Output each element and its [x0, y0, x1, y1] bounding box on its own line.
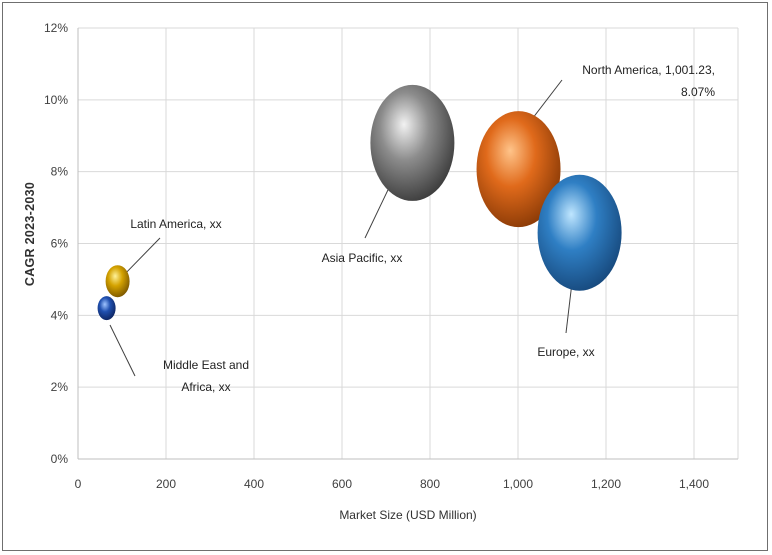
- y-tick-label: 12%: [44, 21, 68, 35]
- data-label-europe: Europe, xx: [537, 345, 594, 359]
- data-label-middle-east-and-africa: Middle East and Africa, xx: [163, 358, 249, 394]
- bubbles: [97, 84, 622, 321]
- x-tick-label: 1,400: [679, 477, 709, 491]
- y-axis-title: CAGR 2023-2030: [23, 182, 37, 286]
- data-label-latin-america: Latin America, xx: [130, 217, 221, 231]
- y-tick-label: 2%: [51, 380, 69, 394]
- axes: 0% 2% 4% 6% 8% 10% 12% 0 200 400 600 800 1,000 1,200 1…: [44, 21, 738, 491]
- y-tick-label: 0%: [51, 452, 69, 466]
- x-tick-label: 1,000: [503, 477, 533, 491]
- x-tick-label: 1,200: [591, 477, 621, 491]
- x-tick-label: 800: [420, 477, 440, 491]
- y-tick-label: 10%: [44, 93, 68, 107]
- y-tick-label: 6%: [51, 237, 69, 251]
- x-axis-title: Market Size (USD Million): [339, 508, 476, 522]
- data-label-asia-pacific: Asia Pacific, xx: [322, 251, 403, 265]
- y-tick-label: 4%: [51, 308, 69, 322]
- leader-line: [109, 324, 136, 377]
- bubble-europe[interactable]: [537, 174, 622, 291]
- data-label-north-america: North America, 1,001.23, 8.07%: [582, 63, 715, 99]
- bubble-north-america[interactable]: [476, 111, 561, 228]
- data-labels: North America, 1,001.23, 8.07% Europe, xx A…: [130, 63, 715, 394]
- bubble-latin-america[interactable]: [105, 265, 130, 298]
- y-tick-label: 8%: [51, 165, 69, 179]
- x-tick-label: 0: [75, 477, 82, 491]
- bubble-asia-pacific[interactable]: [370, 84, 455, 201]
- bubble-middle-east-and-africa[interactable]: [97, 296, 116, 321]
- x-tick-label: 200: [156, 477, 176, 491]
- x-tick-label: 400: [244, 477, 264, 491]
- x-tick-label: 600: [332, 477, 352, 491]
